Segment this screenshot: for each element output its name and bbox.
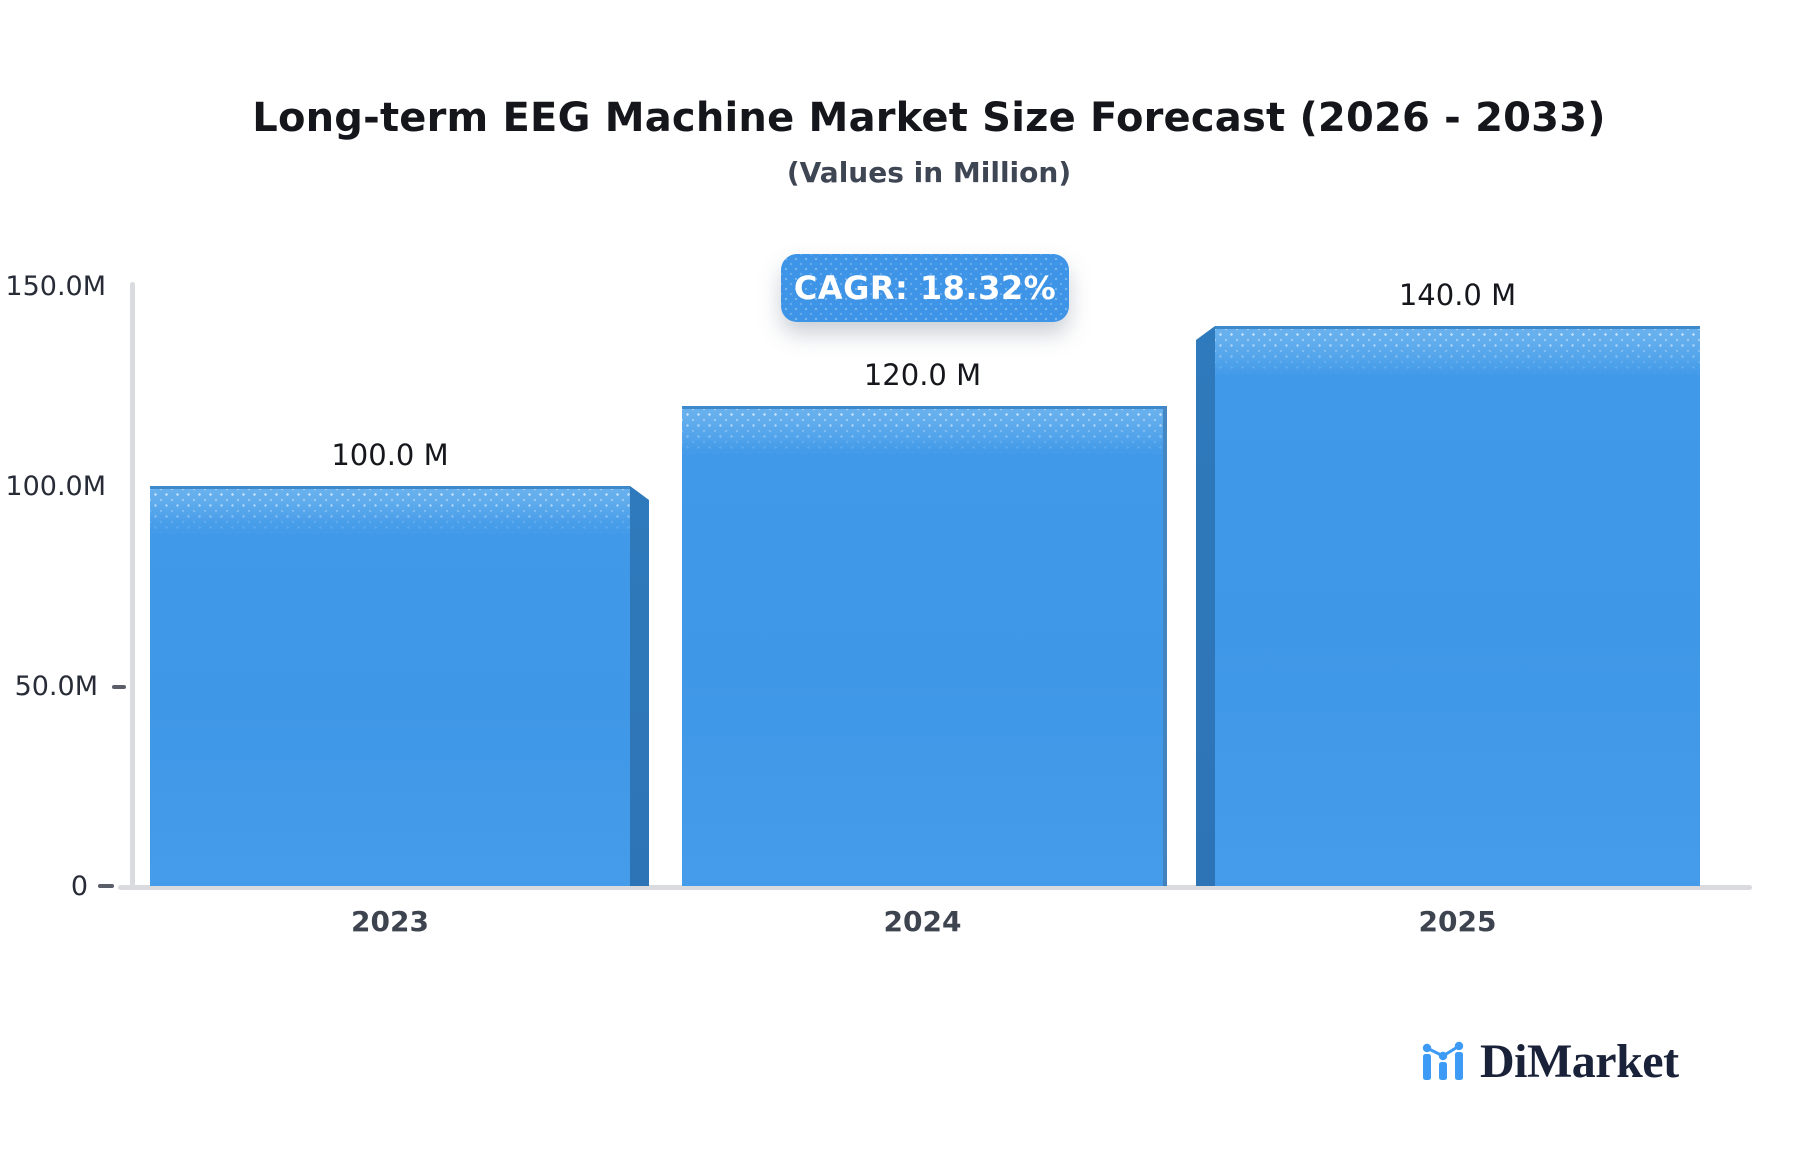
ytick-dash-50m (112, 685, 126, 689)
page-title: Long-term EEG Machine Market Size Foreca… (252, 95, 1606, 141)
y-axis-line (130, 282, 135, 890)
ytick-label-0: 0 (70, 871, 88, 902)
bar-side-facet (630, 486, 649, 886)
brand-logo-text: DiMarket (1480, 1035, 1679, 1088)
bar-side-facet (1163, 406, 1167, 886)
ytick-label-150m: 150.0M (5, 271, 106, 302)
ytick-label-50m: 50.0M (14, 671, 98, 702)
cagr-badge-label: CAGR: 18.32% (793, 269, 1057, 307)
ytick-label-100m: 100.0M (5, 471, 106, 502)
ytick-dash-0 (98, 884, 114, 888)
x-axis-line (118, 885, 1752, 890)
bar-top-sheen (682, 409, 1163, 456)
x-tick-label: 2025 (1418, 905, 1497, 938)
bar-value-label: 120.0 M (863, 358, 982, 392)
bar-2025 (1215, 326, 1700, 886)
brand-logo: DiMarket (1422, 1036, 1679, 1088)
chart-header: Long-term EEG Machine Market Size Foreca… (58, 94, 1800, 190)
chart-subtitle: (Values in Million) (786, 156, 1072, 189)
bar-top-sheen (1215, 329, 1700, 376)
x-tick-label: 2024 (883, 905, 962, 938)
x-tick-label: 2023 (351, 905, 429, 938)
bar-2023 (150, 486, 630, 886)
bar-value-label: 140.0 M (1398, 278, 1517, 312)
bar-top-sheen (150, 489, 630, 536)
bar-side-facet (1196, 326, 1215, 886)
bar-chart-logo-icon (1422, 1041, 1464, 1080)
bar-value-label: 100.0 M (331, 438, 449, 472)
bar-2024 (682, 406, 1163, 886)
cagr-badge: CAGR: 18.32% (781, 254, 1069, 322)
